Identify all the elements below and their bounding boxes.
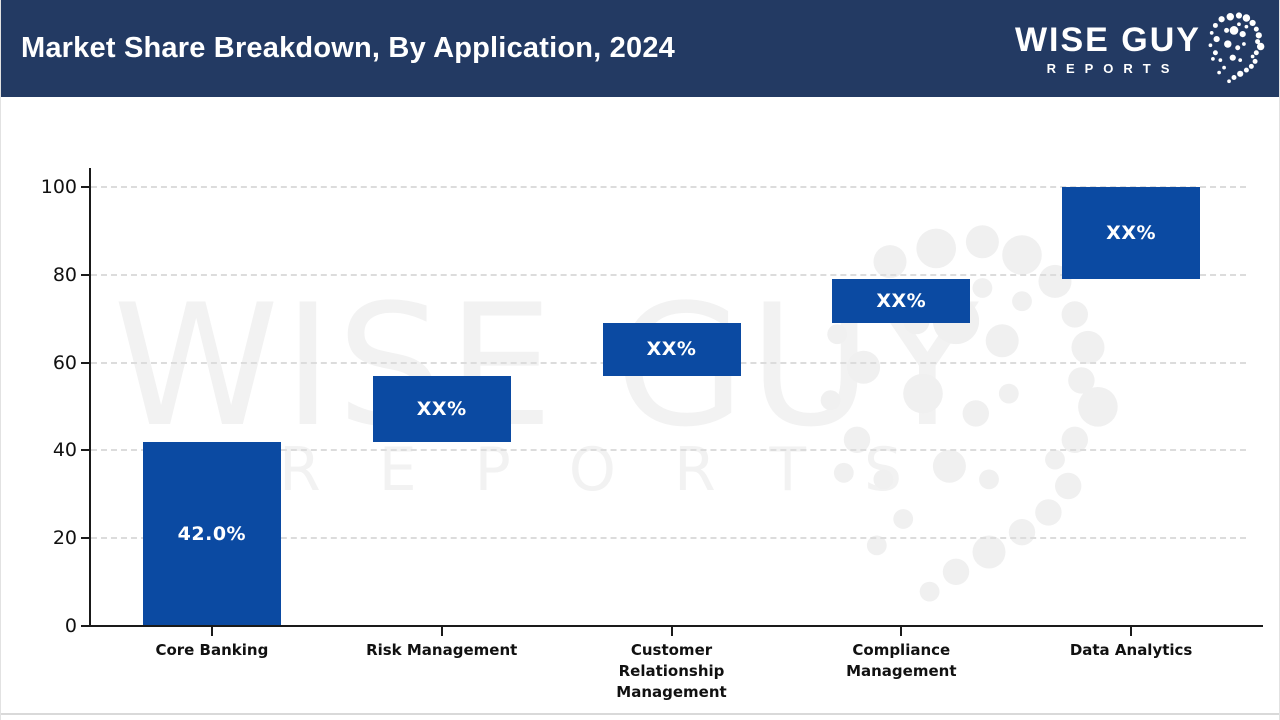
bar-value-label-risk-management: XX% xyxy=(416,397,467,420)
brand-subname: REPORTS xyxy=(1046,60,1180,76)
gridline-100 xyxy=(91,186,1246,188)
x-tick-mark-core-banking xyxy=(210,627,213,636)
y-tick-mark-60 xyxy=(81,361,90,364)
page-title: Market Share Breakdown, By Application, … xyxy=(21,32,675,64)
y-tick-mark-0 xyxy=(81,625,90,627)
gridline-40 xyxy=(91,449,1246,452)
y-tick-label-40: 40 xyxy=(52,439,77,462)
header-bar: Market Share Breakdown, By Application, … xyxy=(1,0,1279,97)
gridline-80 xyxy=(91,273,1246,276)
bar-data-analytics: XX% xyxy=(1062,187,1201,280)
figure-bottom-border xyxy=(1,713,1279,715)
y-tick-mark-100 xyxy=(81,186,90,188)
x-tick-mark-compliance-management xyxy=(900,627,903,636)
x-tick-label-core-banking: Core Banking xyxy=(155,641,269,659)
bar-risk-management: XX% xyxy=(372,375,511,442)
x-axis-line xyxy=(89,625,1263,627)
y-tick-label-20: 20 xyxy=(52,527,77,550)
x-tick-label-customer-relationship-management: Customer Relationship Management xyxy=(616,641,727,701)
brand-logo-text: WISE GUY REPORTS xyxy=(1015,23,1201,75)
bar-customer-relationship-management: XX% xyxy=(602,323,741,376)
gridline-20 xyxy=(91,537,1246,540)
bar-core-banking: 42.0% xyxy=(142,441,281,626)
bar-value-label-compliance-management: XX% xyxy=(876,290,927,313)
x-tick-label-compliance-management: Compliance Management xyxy=(846,641,957,680)
y-tick-mark-20 xyxy=(81,537,90,540)
y-tick-mark-40 xyxy=(81,449,90,452)
y-tick-label-60: 60 xyxy=(52,351,77,374)
y-tick-label-80: 80 xyxy=(52,263,77,286)
x-tick-label-data-analytics: Data Analytics xyxy=(1069,641,1193,659)
bar-compliance-management: XX% xyxy=(832,279,971,324)
y-tick-label-100: 100 xyxy=(40,176,77,198)
brand-logo: WISE GUY REPORTS xyxy=(1015,10,1265,88)
bar-value-label-core-banking: 42.0% xyxy=(177,522,247,545)
dotted-head-icon xyxy=(1208,11,1265,83)
y-tick-mark-80 xyxy=(81,273,90,276)
x-tick-mark-customer-relationship-management xyxy=(670,627,673,636)
x-tick-label-risk-management: Risk Management xyxy=(366,641,518,659)
bar-value-label-data-analytics: XX% xyxy=(1106,222,1157,245)
bar-value-label-customer-relationship-management: XX% xyxy=(646,338,697,361)
y-tick-label-0: 0 xyxy=(64,615,77,637)
x-tick-mark-data-analytics xyxy=(1130,627,1133,636)
brand-name: WISE GUY xyxy=(1014,20,1201,59)
x-tick-mark-risk-management xyxy=(440,627,443,636)
y-axis-line xyxy=(89,168,91,627)
